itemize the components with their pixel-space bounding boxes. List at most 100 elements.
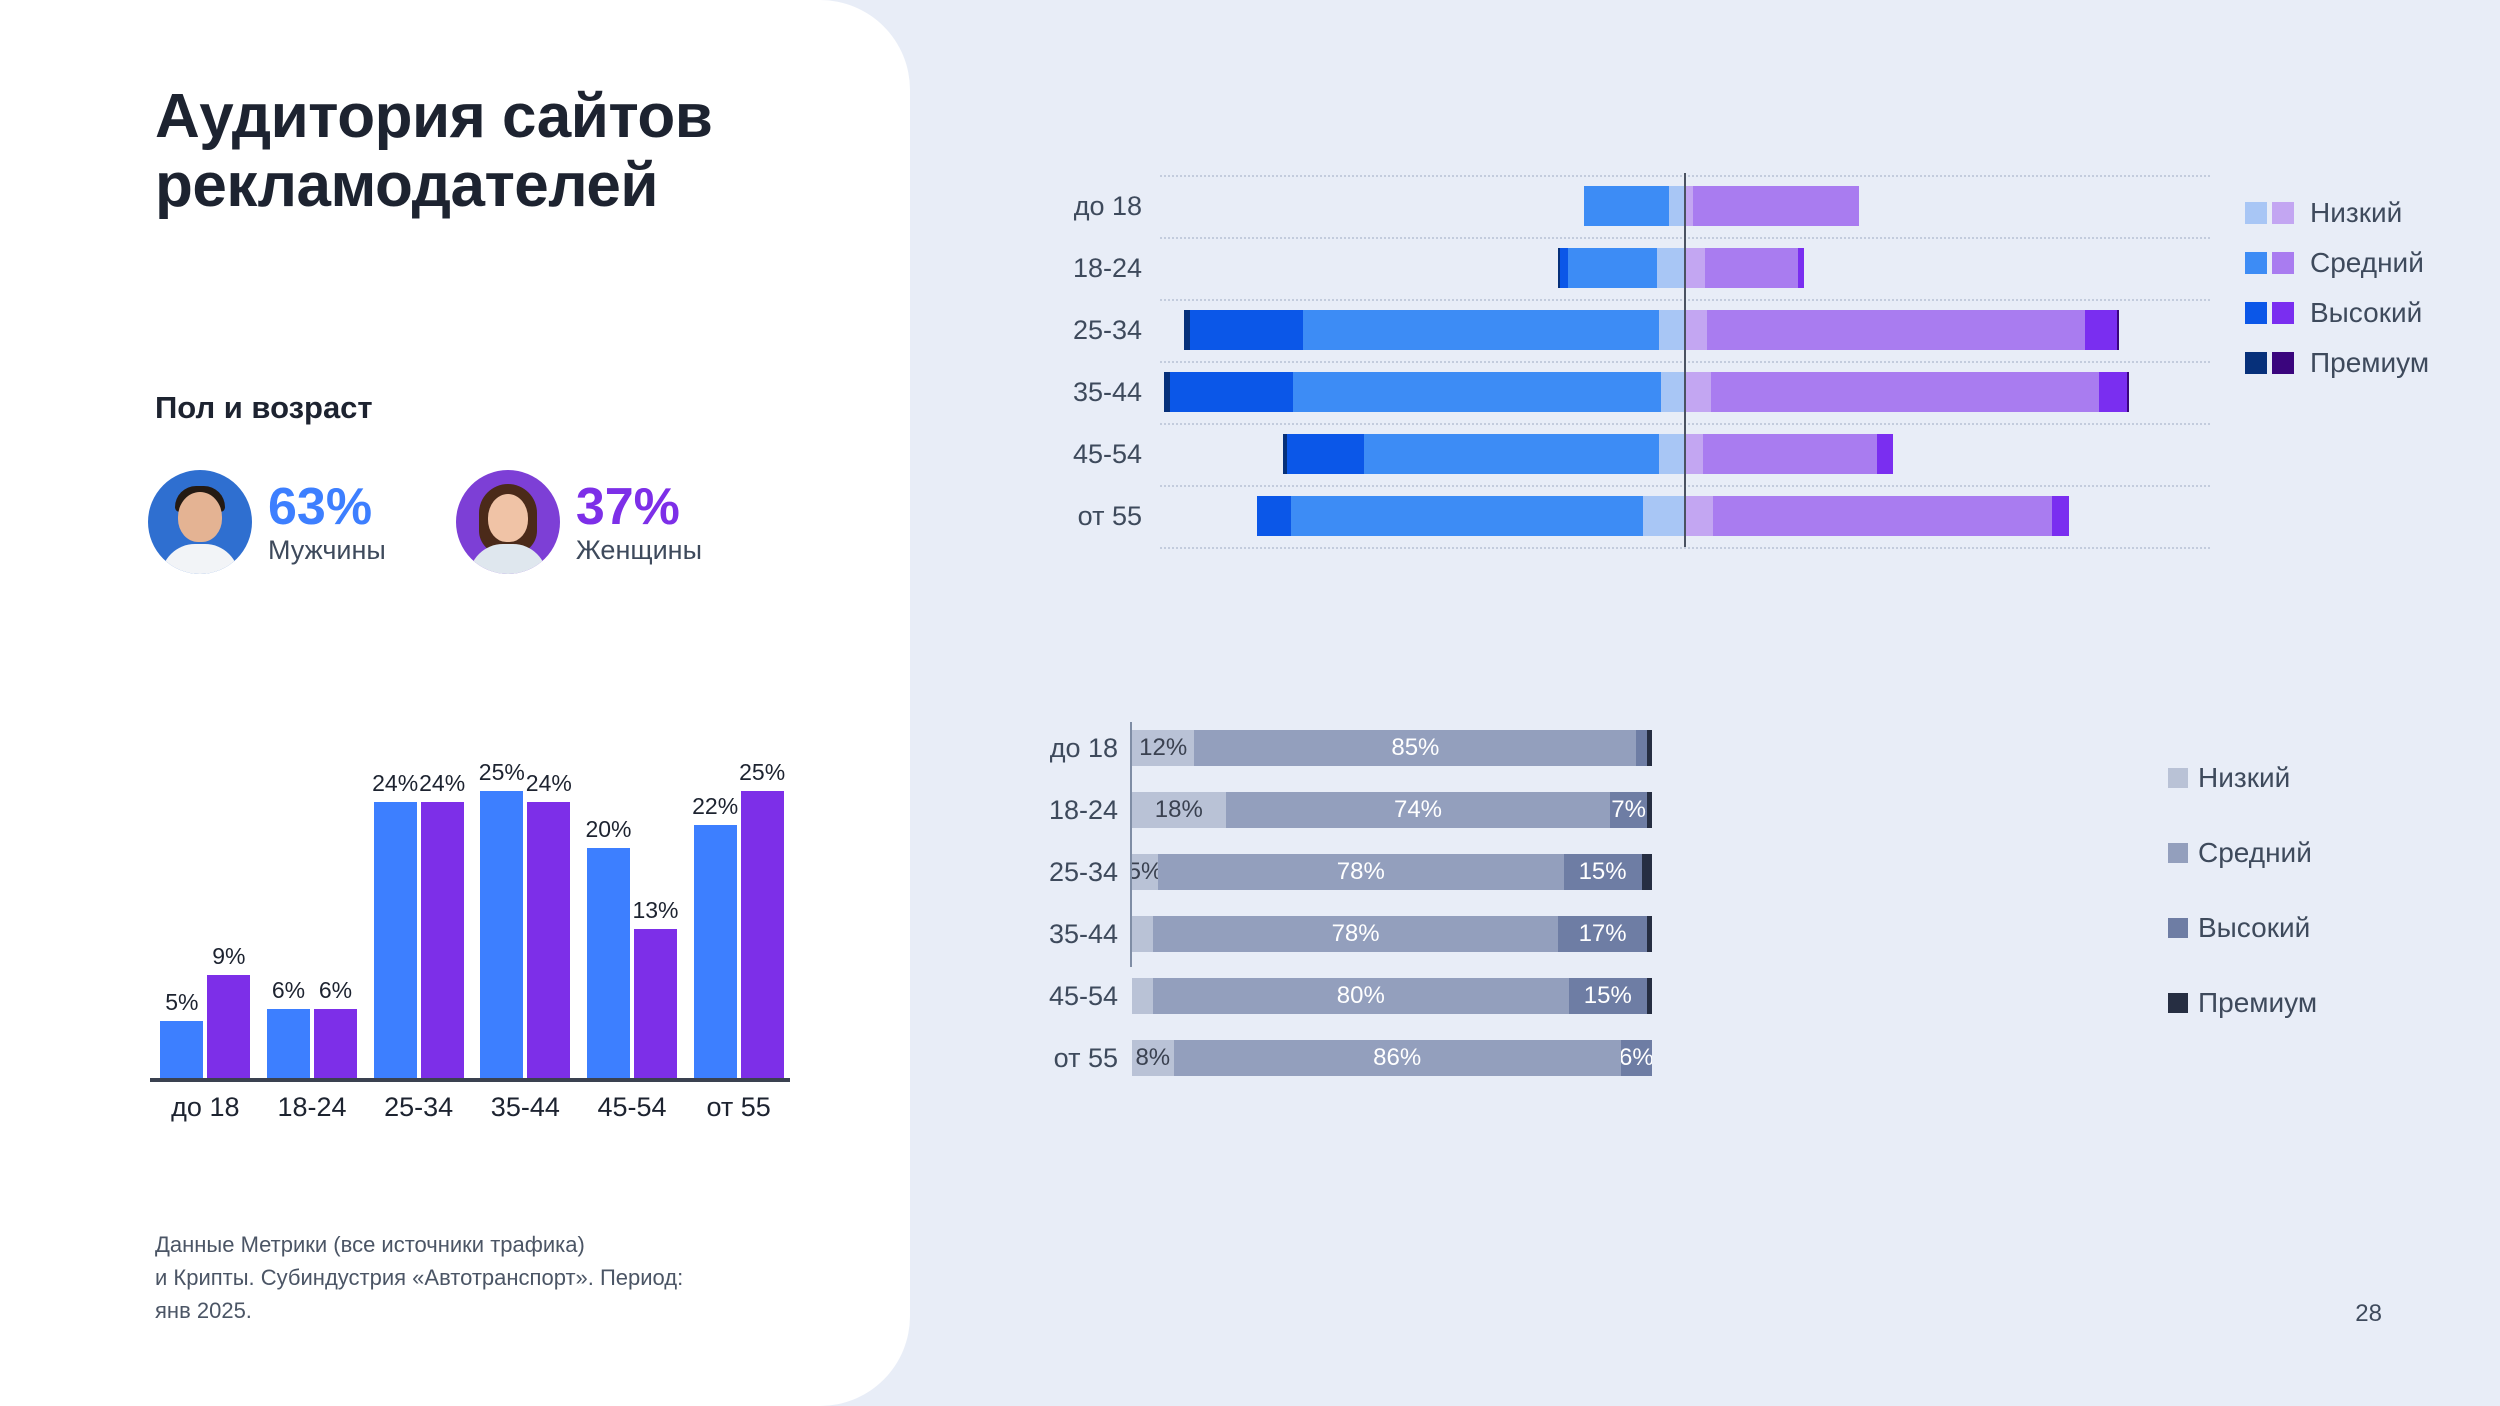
x-axis-category-label: 18-24: [277, 1092, 347, 1122]
legend-item[interactable]: Высокий: [2245, 288, 2429, 338]
income-segment-премиум: [1646, 978, 1652, 1014]
legend-item[interactable]: Премиум: [2245, 338, 2429, 388]
tornado-bar-male: [1584, 186, 1685, 226]
income-segment-низкий: [1132, 978, 1153, 1014]
legend-swatch-male: [2245, 252, 2267, 274]
income-segment-средний: 78%: [1158, 854, 1564, 890]
tornado-row: до 18: [1030, 173, 2210, 239]
tornado-segment-female-medium: [1707, 310, 2085, 350]
income-segment-средний: 74%: [1225, 792, 1611, 828]
bar-value-label: 24%: [372, 770, 419, 797]
income-segment-низкий: 18%: [1132, 792, 1226, 828]
x-axis-category-label: 45-54: [597, 1092, 667, 1122]
legend-swatch-female: [2272, 302, 2294, 324]
legend-swatch: [2168, 992, 2188, 1013]
bar-female: 25%: [739, 759, 785, 1078]
income-row: 25-34 5%78%15%: [1030, 854, 2150, 890]
tornado-bar-male: [1256, 496, 1685, 536]
tornado-category-label: 25-34: [1072, 315, 1142, 345]
tornado-category-label: 35-44: [1072, 377, 1142, 407]
bar-value-label: 24%: [525, 770, 572, 797]
gender-stat-male: 63% Мужчины: [148, 470, 386, 574]
grid-line: [1160, 547, 2210, 549]
bar-group: 24% 24%: [372, 770, 465, 1078]
legend-item[interactable]: Средний: [2168, 815, 2317, 890]
legend-label: Средний: [2198, 836, 2312, 868]
tornado-segment-male-medium: [1293, 372, 1661, 412]
tornado-segment-female-premium: [2127, 372, 2130, 412]
tornado-segment-female-medium: [1705, 248, 1799, 288]
tornado-segment-male-medium: [1291, 496, 1643, 536]
income-category-label: 18-24: [1048, 795, 1118, 825]
page-title: Аудитория сайтов рекламодателей: [155, 82, 713, 221]
avatar-male: [148, 470, 252, 574]
bar-female: 24%: [419, 770, 465, 1078]
tornado-track: [1160, 235, 2210, 301]
legend-label: Высокий: [2310, 297, 2423, 328]
gender-age-section-heading: Пол и возраст: [155, 390, 373, 425]
income-category-label: 25-34: [1048, 857, 1118, 887]
income-stacked-bar: 8% 86% 6%: [1132, 1040, 1652, 1076]
tornado-category-label: 45-54: [1072, 439, 1142, 469]
tornado-bar-male: [1184, 310, 1685, 350]
legend-item[interactable]: Высокий: [2168, 890, 2317, 965]
income-category-label: от 55: [1053, 1043, 1118, 1073]
tornado-segment-male-high: [1170, 372, 1294, 412]
legend-label: Средний: [2310, 247, 2424, 278]
bar-value-label: 6%: [271, 977, 306, 1004]
income-row: от 55 8% 86% 6%: [1030, 1040, 2150, 1076]
legend-item[interactable]: Средний: [2245, 238, 2429, 288]
bar-value-label: 5%: [165, 988, 199, 1015]
tornado-segment-female-high: [2098, 372, 2128, 412]
bar-value-label: 25%: [739, 758, 786, 785]
bar-value-label: 25%: [478, 758, 525, 785]
income-chart-legend: Низкий Средний Высокий Премиум: [2168, 740, 2317, 1040]
income-stacked-bar: 18% 74% 7%: [1132, 792, 1652, 828]
tornado-segment-male-high: [1256, 496, 1292, 536]
tornado-segment-female-medium: [1713, 496, 2053, 536]
bar-value-label: 6%: [318, 977, 353, 1004]
x-axis-category-label: до 18: [171, 1092, 240, 1122]
bar-group: 25% 24%: [479, 759, 572, 1078]
avatar-female: [455, 470, 560, 574]
income-segment-премиум: [1646, 730, 1652, 766]
bar-male: 25%: [479, 759, 525, 1078]
bar-value-label: 20%: [585, 816, 632, 843]
legend-item[interactable]: Низкий: [2245, 188, 2429, 238]
tornado-track: [1160, 421, 2210, 487]
tornado-bar-male: [1164, 372, 1685, 412]
bar-male: 24%: [372, 770, 418, 1078]
tornado-segment-male-high: [1190, 310, 1304, 350]
tornado-segment-female-high: [2084, 310, 2118, 350]
tornado-center-axis: [1684, 297, 1686, 363]
bar-female: 6%: [314, 977, 357, 1078]
left-content-card: Аудитория сайтов рекламодателей Пол и воз…: [0, 0, 910, 1406]
legend-label: Низкий: [2310, 197, 2403, 228]
tornado-track: [1160, 359, 2210, 425]
income-segment-средний: 80%: [1152, 978, 1569, 1014]
income-row: 18-24 18% 74% 7%: [1030, 792, 2150, 828]
legend-swatch: [2168, 917, 2188, 938]
page-number: 28: [2355, 1300, 2382, 1327]
female-label: Женщины: [575, 534, 702, 565]
tornado-segment-male-premium: [1283, 434, 1288, 474]
tornado-segment-male-low: [1658, 310, 1685, 350]
legend-item[interactable]: Премиум: [2168, 965, 2317, 1040]
legend-swatch-pair: [2245, 352, 2294, 374]
legend-item[interactable]: Низкий: [2168, 740, 2317, 815]
legend-swatch-pair: [2245, 202, 2294, 224]
legend-label: Высокий: [2198, 911, 2311, 943]
legend-swatch: [2168, 842, 2188, 863]
male-label: Мужчины: [268, 534, 386, 565]
income-segment-низкий: [1132, 916, 1153, 952]
tornado-segment-female-high: [2052, 496, 2069, 536]
tornado-category-label: до 18: [1073, 191, 1142, 221]
tornado-segment-female-low: [1685, 496, 1714, 536]
tornado-segment-female-low: [1685, 434, 1704, 474]
tornado-bar-male: [1557, 248, 1685, 288]
legend-label: Премиум: [2198, 986, 2318, 1018]
tornado-row: от 55: [1030, 483, 2210, 549]
gender-stat-female: 37% Женщины: [455, 470, 702, 574]
income-segment-средний: 86%: [1173, 1040, 1621, 1076]
legend-label: Низкий: [2198, 761, 2291, 793]
